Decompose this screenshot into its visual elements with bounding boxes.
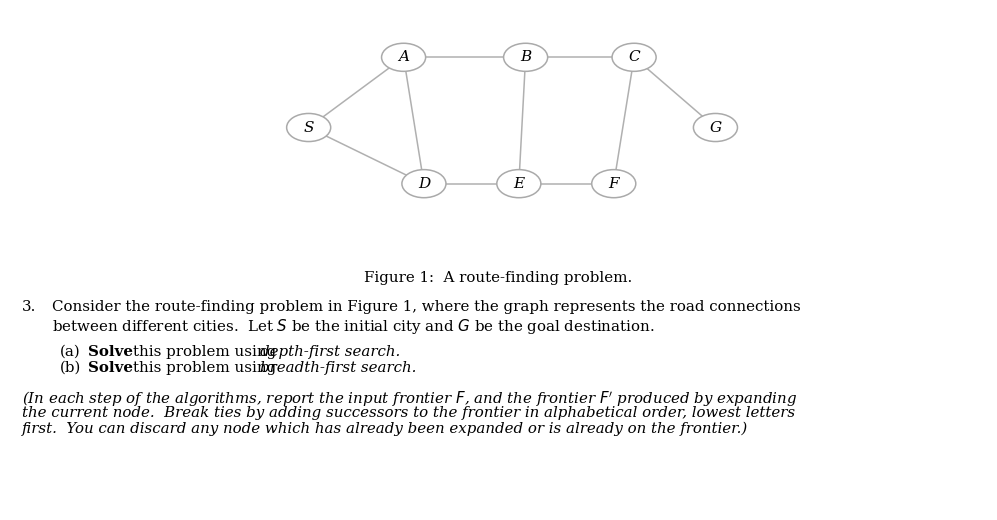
Text: C: C [628, 50, 640, 64]
Text: Solve: Solve [88, 345, 133, 359]
Text: G: G [710, 121, 722, 135]
Text: B: B [520, 50, 531, 64]
Ellipse shape [382, 43, 426, 71]
Text: this problem using: this problem using [133, 361, 276, 375]
Ellipse shape [497, 170, 540, 198]
Text: Consider the route-finding problem in Figure 1, where the graph represents the r: Consider the route-finding problem in Fi… [52, 300, 801, 314]
Ellipse shape [612, 43, 656, 71]
Text: E: E [513, 177, 524, 191]
Ellipse shape [694, 113, 738, 141]
Text: F: F [608, 177, 619, 191]
Text: between different cities.  Let $S$ be the initial city and $G$ be the goal desti: between different cities. Let $S$ be the… [52, 317, 654, 335]
Text: Solve: Solve [88, 361, 133, 375]
Text: the current node.  Break ties by adding successors to the frontier in alphabetic: the current node. Break ties by adding s… [22, 406, 796, 420]
Text: Figure 1:  A route-finding problem.: Figure 1: A route-finding problem. [364, 271, 633, 285]
Text: S: S [303, 121, 314, 135]
Text: depth-first search.: depth-first search. [260, 345, 400, 359]
Text: (In each step of the algorithms, report the input frontier $F$, and the frontier: (In each step of the algorithms, report … [22, 389, 797, 409]
Text: (a): (a) [60, 345, 81, 359]
Text: this problem using: this problem using [133, 345, 276, 359]
Text: D: D [418, 177, 430, 191]
Ellipse shape [503, 43, 547, 71]
Text: A: A [398, 50, 409, 64]
Ellipse shape [402, 170, 446, 198]
Text: breadth-first search.: breadth-first search. [260, 361, 417, 375]
Ellipse shape [287, 113, 331, 141]
Text: first.  You can discard any node which has already been expanded or is already o: first. You can discard any node which ha… [22, 422, 749, 436]
Ellipse shape [592, 170, 636, 198]
Text: 3.: 3. [22, 300, 36, 314]
Text: (b): (b) [60, 361, 81, 375]
